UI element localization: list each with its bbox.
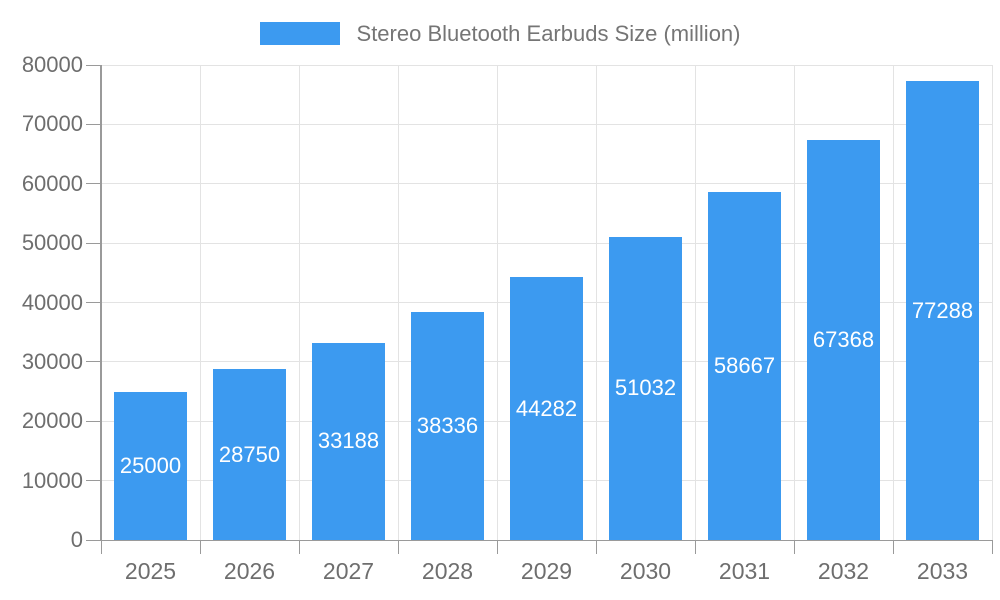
bar: 51032: [609, 236, 682, 540]
gridline-horizontal: [101, 64, 992, 66]
x-tick-label: 2026: [223, 558, 276, 584]
x-axis-tick: [298, 540, 300, 554]
x-tick-label: 2031: [718, 558, 771, 584]
gridline-vertical: [793, 65, 795, 540]
bar-value-label: 33188: [317, 428, 380, 454]
y-tick-label: 20000: [21, 408, 83, 434]
legend-label: Stereo Bluetooth Earbuds Size (million): [356, 20, 741, 46]
x-axis-tick: [991, 540, 993, 554]
y-axis-line: [100, 65, 102, 540]
y-axis-tick: [86, 242, 101, 244]
bar: 77288: [906, 81, 979, 540]
y-axis-tick: [86, 183, 101, 185]
y-tick-label: 30000: [21, 348, 83, 374]
x-axis-tick: [595, 540, 597, 554]
x-axis-line: [101, 539, 992, 541]
x-axis-tick: [694, 540, 696, 554]
x-tick-label: 2033: [916, 558, 969, 584]
bar: 44282: [510, 277, 583, 540]
y-tick-label: 70000: [21, 111, 83, 137]
bar-value-label: 58667: [713, 352, 776, 378]
y-axis-tick: [86, 302, 101, 303]
bar: 58667: [708, 191, 781, 540]
gridline-vertical: [991, 65, 993, 540]
x-axis-tick: [793, 540, 795, 554]
gridline-horizontal: [101, 183, 992, 185]
bar-value-label: 25000: [119, 452, 182, 478]
x-axis-tick: [892, 540, 894, 554]
bar: 67368: [807, 140, 880, 540]
x-axis-tick: [397, 540, 399, 554]
x-tick-label: 2032: [817, 558, 870, 584]
gridline-vertical: [298, 65, 300, 540]
y-tick-label: 80000: [21, 52, 83, 77]
gridline-vertical: [892, 65, 894, 540]
x-axis-tick: [100, 540, 102, 554]
bar-value-label: 67368: [812, 326, 875, 352]
y-axis-tick: [86, 123, 101, 125]
bar: 38336: [411, 312, 484, 540]
gridline-vertical: [595, 65, 597, 540]
x-axis-tick: [496, 540, 498, 554]
gridline-horizontal: [101, 123, 992, 125]
y-tick-label: 0: [70, 527, 83, 552]
bar-value-label: 77288: [911, 297, 974, 323]
bar: 33188: [312, 342, 385, 540]
y-axis-tick: [86, 361, 101, 363]
bar-value-label: 51032: [614, 375, 677, 401]
y-axis-tick: [86, 420, 101, 422]
legend-swatch: [259, 21, 340, 45]
bar: 28750: [213, 369, 286, 540]
bar-value-label: 44282: [515, 395, 578, 421]
y-axis-tick: [86, 64, 101, 66]
x-tick-label: 2027: [322, 558, 375, 584]
bar: 25000: [114, 391, 187, 540]
bar-value-label: 38336: [416, 413, 479, 439]
y-axis-tick: [86, 539, 101, 541]
y-axis-tick: [86, 480, 101, 482]
gridline-vertical: [199, 65, 201, 540]
chart-legend: Stereo Bluetooth Earbuds Size (million): [0, 16, 1000, 50]
gridline-vertical: [397, 65, 399, 540]
x-tick-label: 2030: [619, 558, 672, 584]
y-tick-label: 10000: [21, 467, 83, 493]
x-tick-label: 2029: [520, 558, 573, 584]
gridline-horizontal: [101, 242, 992, 244]
bar-value-label: 28750: [218, 441, 281, 467]
y-tick-label: 60000: [21, 170, 83, 196]
x-axis-tick: [199, 540, 201, 554]
y-tick-label: 50000: [21, 230, 83, 256]
x-tick-label: 2025: [124, 558, 177, 584]
y-tick-label: 40000: [21, 289, 83, 315]
gridline-vertical: [694, 65, 696, 540]
gridline-vertical: [496, 65, 498, 540]
x-tick-label: 2028: [421, 558, 474, 584]
